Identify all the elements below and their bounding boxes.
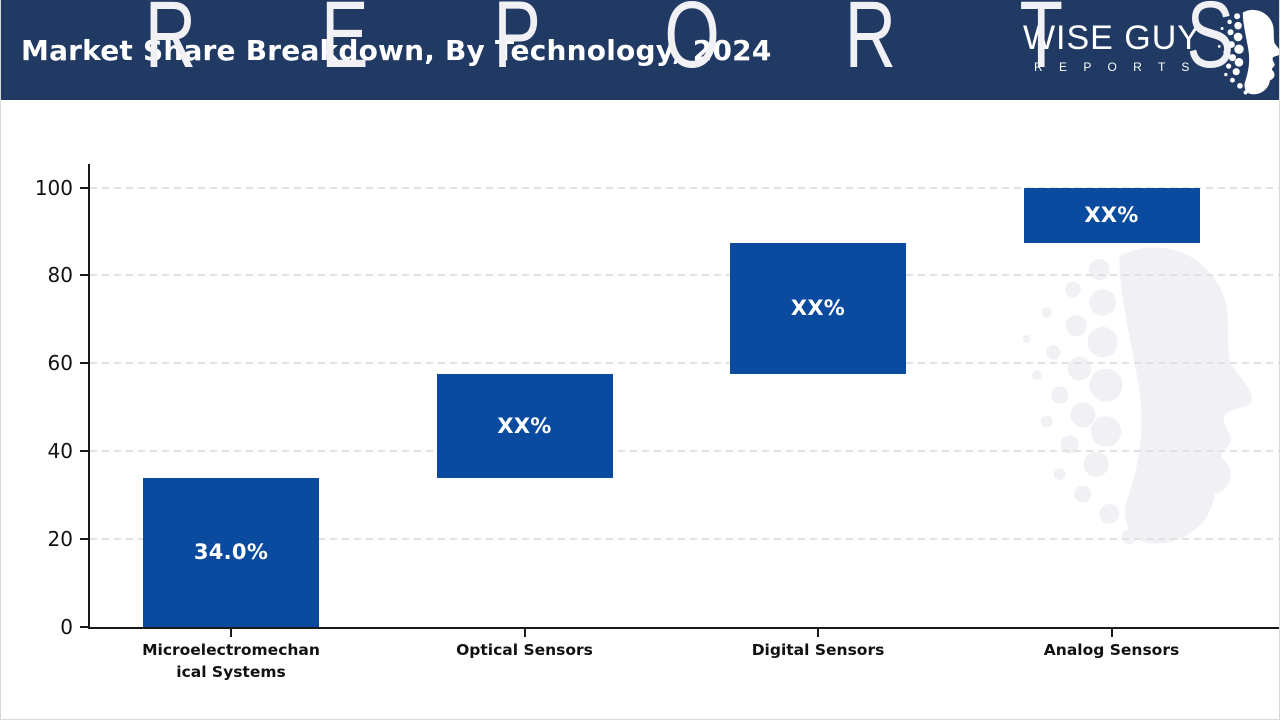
gridline-60 xyxy=(90,362,1279,365)
bar-value-label: XX% xyxy=(497,413,552,438)
y-tick-mark-40 xyxy=(80,450,88,453)
x-tick-label-1: Microelectromechan ical Systems xyxy=(142,641,320,681)
header-banner: Market Share Breakdown, By Technology, 2… xyxy=(1,0,1279,100)
logo-text: WISE GUY R E P O R T S xyxy=(1022,19,1201,74)
gridline-80 xyxy=(90,274,1279,277)
watermark-face-profile-icon xyxy=(1022,247,1252,545)
x-tick-mark-1 xyxy=(230,629,232,637)
y-axis-line xyxy=(88,164,90,629)
y-tick-label-0: 0 xyxy=(60,615,73,639)
logo-wordmark: WISE GUY xyxy=(1022,19,1201,57)
x-axis-line xyxy=(88,627,1279,629)
y-tick-mark-20 xyxy=(80,538,88,541)
bar-segment-1: 34.0% xyxy=(143,477,319,627)
logo-tagline: R E P O R T S xyxy=(1034,59,1196,74)
y-tick-label-60: 60 xyxy=(47,351,73,376)
bar-segment-2: XX% xyxy=(436,374,613,478)
y-tick-label-80: 80 xyxy=(47,263,73,288)
y-tick-mark-0 xyxy=(80,626,88,628)
bar-value-label: XX% xyxy=(1084,203,1139,228)
gridline-40 xyxy=(90,450,1279,453)
gridline-100 xyxy=(90,186,1279,189)
y-tick-label-20: 20 xyxy=(47,527,73,552)
bar-value-label: 34.0% xyxy=(193,540,269,565)
brand-logo: WISE GUY R E P O R T S xyxy=(1011,0,1279,100)
chart-title: Market Share Breakdown, By Technology, 2… xyxy=(21,33,772,67)
gridline-20 xyxy=(90,538,1279,541)
y-tick-mark-80 xyxy=(80,274,88,277)
x-tick-label-3: Digital Sensors xyxy=(751,641,885,659)
bar-segment-3: XX% xyxy=(730,242,906,375)
x-tick-mark-2 xyxy=(523,629,526,637)
x-tick-label-4: Analog Sensors xyxy=(1043,641,1180,659)
face-profile-icon xyxy=(1215,9,1279,95)
bar-segment-4: XX% xyxy=(1023,187,1200,243)
y-tick-mark-60 xyxy=(80,362,88,365)
y-tick-label-40: 40 xyxy=(47,439,73,464)
y-tick-label-100: 100 xyxy=(34,175,73,200)
y-tick-mark-100 xyxy=(80,186,88,189)
x-tick-mark-4 xyxy=(1110,629,1113,637)
bar-value-label: XX% xyxy=(790,296,846,321)
x-tick-mark-3 xyxy=(817,629,819,637)
x-tick-label-2: Optical Sensors xyxy=(456,641,593,659)
